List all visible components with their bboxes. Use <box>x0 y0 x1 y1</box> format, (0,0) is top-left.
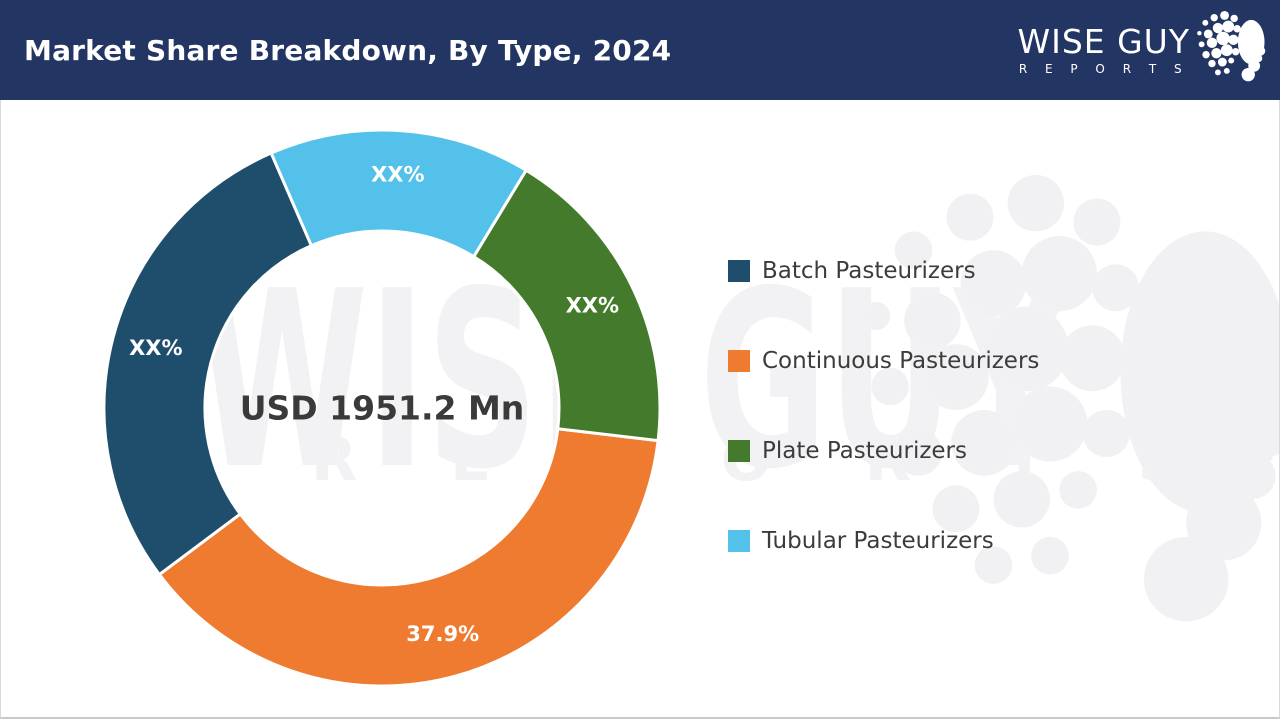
logo-text: WISE GUY R E P O R T S <box>1017 25 1190 75</box>
donut-chart: XX% 37.9% XX% XX% <box>102 128 662 688</box>
legend-swatch-batch <box>728 260 750 282</box>
header-bar: Market Share Breakdown, By Type, 2024 WI… <box>0 0 1280 100</box>
legend-item-tubular: Tubular Pasteurizers <box>728 527 1039 555</box>
slice-percent-label: XX% <box>566 293 619 317</box>
legend-item-plate: Plate Pasteurizers <box>728 437 1039 465</box>
legend-swatch-tubular <box>728 530 750 552</box>
chart-area: WISE GUY R E P O R T S X <box>0 100 1280 719</box>
dotted-face-profile-icon <box>1192 4 1266 96</box>
logo-subtitle: R E P O R T S <box>1018 62 1189 76</box>
slice-percent-label: 37.9% <box>406 622 479 646</box>
donut-slice-tubular-pasteurizers <box>269 128 528 259</box>
legend-swatch-continuous <box>728 350 750 372</box>
legend-swatch-plate <box>728 440 750 462</box>
logo-name: WISE GUY <box>1017 22 1190 61</box>
legend-label-tubular: Tubular Pasteurizers <box>762 528 994 554</box>
chart-legend: Batch Pasteurizers Continuous Pasteurize… <box>728 257 1039 555</box>
legend-label-continuous: Continuous Pasteurizers <box>762 348 1040 374</box>
page-title: Market Share Breakdown, By Type, 2024 <box>24 33 672 67</box>
legend-item-batch: Batch Pasteurizers <box>728 257 1039 285</box>
legend-label-batch: Batch Pasteurizers <box>762 258 976 284</box>
donut-slice-batch-pasteurizers <box>102 151 313 577</box>
slice-percent-label: XX% <box>371 163 424 187</box>
donut-slice-continuous-pasteurizers <box>157 427 660 688</box>
donut-center-value: USD 1951.2 Mn <box>239 388 525 428</box>
slice-percent-label: XX% <box>129 336 182 360</box>
wiseguy-logo: WISE GUY R E P O R T S <box>1017 0 1266 100</box>
legend-label-plate: Plate Pasteurizers <box>762 438 968 464</box>
legend-item-continuous: Continuous Pasteurizers <box>728 347 1039 375</box>
